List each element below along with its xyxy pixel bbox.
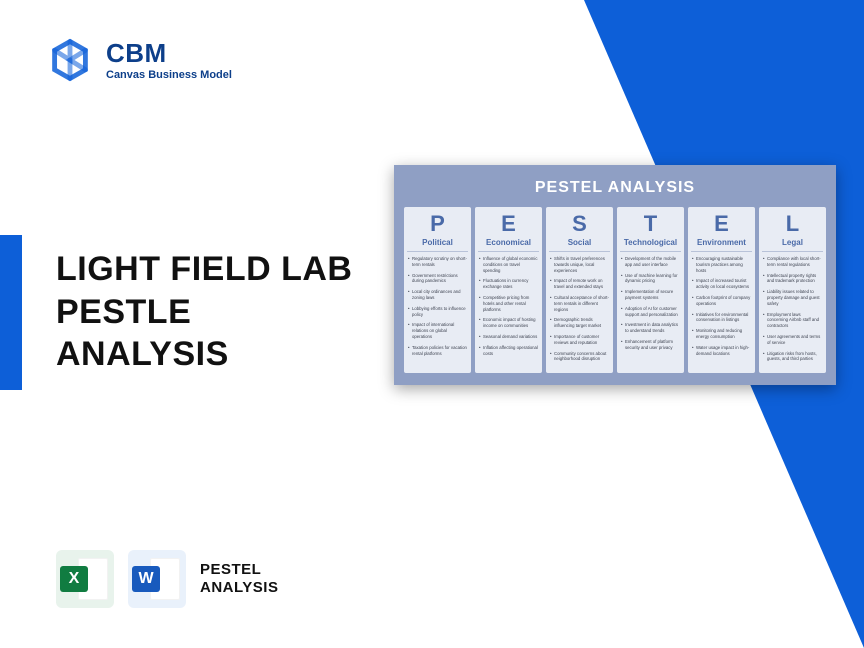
pestel-column: EEconomical Influence of global economic … (475, 207, 542, 373)
accent-bar (0, 235, 22, 390)
pestel-item: Shifts in travel preferences towards uni… (550, 256, 609, 273)
pestel-item-list: Regulatory scrutiny on short-term rental… (404, 256, 471, 367)
pestel-item: Enhancement of platform security and use… (621, 339, 680, 351)
pestel-item: Importance of customer reviews and reput… (550, 334, 609, 346)
pestel-item: Fluctuations in currency exchange rates (479, 278, 538, 290)
pestel-letter: E (475, 207, 542, 238)
pestel-item: Adoption of AI for customer support and … (621, 306, 680, 318)
pestel-item: Impact of international relations on glo… (408, 322, 467, 339)
pestel-item: Liability issues related to property dam… (763, 289, 822, 306)
word-icon: W (128, 550, 186, 608)
pestel-item: Local city ordinances and zoning laws (408, 289, 467, 301)
pestel-item: Intellectual property rights and tradema… (763, 273, 822, 285)
pestel-item: Encouraging sustainable tourism practice… (692, 256, 751, 273)
pestel-column: EEnvironment Encouraging sustainable tour… (688, 207, 755, 373)
pestel-item: Development of the mobile app and user i… (621, 256, 680, 268)
pestel-category: Social (549, 238, 610, 252)
pestel-item-list: Shifts in travel preferences towards uni… (546, 256, 613, 373)
logo-block: CBM Canvas Business Model (48, 38, 232, 82)
pestel-grid: PPolitical Regulatory scrutiny on short-t… (394, 207, 836, 373)
pestel-letter: S (546, 207, 613, 238)
pestel-item: Inflation affecting operational costs (479, 345, 538, 357)
pestel-item: Use of machine learning for dynamic pric… (621, 273, 680, 285)
pestel-item: Regulatory scrutiny on short-term rental… (408, 256, 467, 268)
pestel-item: Carbon footprint of company operations (692, 295, 751, 307)
pestel-item: Employment laws concerning Airbnb staff … (763, 312, 822, 329)
pestel-item: Litigation risks from hosts, guests, and… (763, 351, 822, 363)
pestel-item: Impact of remote work on travel and exte… (550, 278, 609, 290)
pestel-item-list: Influence of global economic conditions … (475, 256, 542, 367)
pestel-item: Cultural acceptance of short-term rental… (550, 295, 609, 312)
pestel-item: Compliance with local short-term rental … (763, 256, 822, 268)
pestel-item: Competitive pricing from hotels and othe… (479, 295, 538, 312)
pestel-item: Lobbying efforts to influence policy (408, 306, 467, 318)
headline-line1: LIGHT FIELD LAB PESTLE ANALYSIS (56, 250, 352, 373)
logo-brand: CBM (106, 40, 232, 66)
pestel-category: Political (407, 238, 468, 252)
pestel-letter: E (688, 207, 755, 238)
bottom-label: PESTEL ANALYSIS (200, 561, 278, 597)
pestel-category: Economical (478, 238, 539, 252)
pestel-item: Initiatives for environmental conservati… (692, 312, 751, 324)
pestel-item: Water usage impact in high-demand locati… (692, 345, 751, 357)
logo-icon (48, 38, 92, 82)
pestel-item: Taxation policies for vacation rental pl… (408, 345, 467, 357)
pestel-column: SSocial Shifts in travel preferences towa… (546, 207, 613, 373)
pestel-column: LLegal Compliance with local short-term r… (759, 207, 826, 373)
pestel-letter: P (404, 207, 471, 238)
pestel-letter: T (617, 207, 684, 238)
pestel-item: Community concerns about neighborhood di… (550, 351, 609, 363)
word-badge: W (132, 566, 160, 592)
page-title: LIGHT FIELD LAB PESTLE ANALYSIS (56, 248, 352, 376)
pestel-item: Demographic trends influencing target ma… (550, 317, 609, 329)
pestel-item: Monitoring and reducing energy consumpti… (692, 328, 751, 340)
pestel-item: Impact of increased tourist activity on … (692, 278, 751, 290)
pestel-item-list: Compliance with local short-term rental … (759, 256, 826, 373)
pestel-category: Legal (762, 238, 823, 252)
excel-icon: X (56, 550, 114, 608)
pestel-item: Investment in data analytics to understa… (621, 322, 680, 334)
excel-badge: X (60, 566, 88, 592)
pestel-item: Implementation of secure payment systems (621, 289, 680, 301)
pestel-item-list: Encouraging sustainable tourism practice… (688, 256, 755, 367)
pestel-letter: L (759, 207, 826, 238)
bottom-apps: X W PESTEL ANALYSIS (56, 550, 278, 608)
pestel-item: User agreements and terms of service (763, 334, 822, 346)
pestel-item: Influence of global economic conditions … (479, 256, 538, 273)
pestel-card: PESTEL ANALYSIS PPolitical Regulatory scr… (394, 165, 836, 385)
pestel-title: PESTEL ANALYSIS (394, 165, 836, 207)
logo-tagline: Canvas Business Model (106, 69, 232, 81)
pestel-category: Environment (691, 238, 752, 252)
pestel-column: TTechnological Development of the mobile … (617, 207, 684, 373)
pestel-column: PPolitical Regulatory scrutiny on short-t… (404, 207, 471, 373)
pestel-item: Economic impact of hosting income on com… (479, 317, 538, 329)
pestel-item: Government restrictions during pandemics (408, 273, 467, 285)
pestel-item: Seasonal demand variations (479, 334, 538, 340)
pestel-category: Technological (620, 238, 681, 252)
pestel-item-list: Development of the mobile app and user i… (617, 256, 684, 362)
